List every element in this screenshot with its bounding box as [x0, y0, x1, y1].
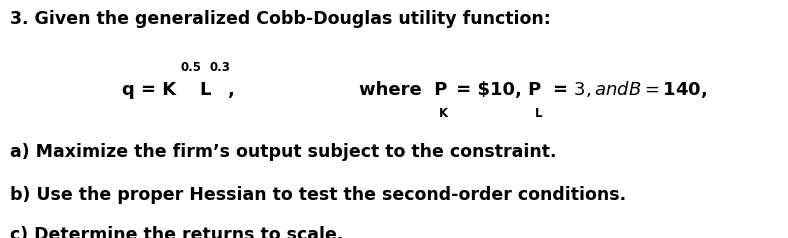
Text: 0.5: 0.5: [180, 61, 202, 74]
Text: c) Determine the returns to scale.: c) Determine the returns to scale.: [10, 226, 344, 238]
Text: ,: ,: [228, 81, 235, 99]
Text: where  P: where P: [359, 81, 447, 99]
Text: a) Maximize the firm’s output subject to the constraint.: a) Maximize the firm’s output subject to…: [10, 143, 557, 161]
Text: 3. Given the generalized Cobb-Douglas utility function:: 3. Given the generalized Cobb-Douglas ut…: [10, 10, 551, 28]
Text: = $3, and B = $140,: = $3, and B = $140,: [546, 79, 708, 100]
Text: K: K: [439, 107, 448, 120]
Text: q = K: q = K: [122, 81, 177, 99]
Text: 0.3: 0.3: [210, 61, 230, 74]
Text: = $10, P: = $10, P: [450, 81, 541, 99]
Text: b) Use the proper Hessian to test the second-order conditions.: b) Use the proper Hessian to test the se…: [10, 186, 626, 204]
Text: L: L: [199, 81, 210, 99]
Text: L: L: [535, 107, 543, 120]
